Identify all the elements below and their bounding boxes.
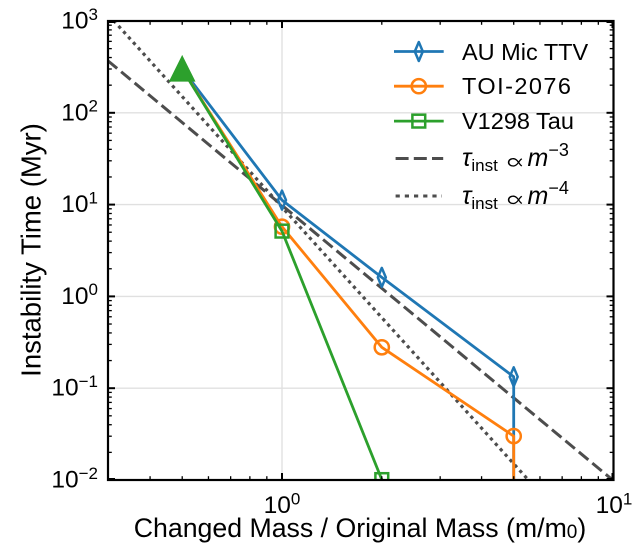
svg-text:AU Mic TTV: AU Mic TTV	[462, 39, 589, 65]
svg-text:Instability Time (Myr): Instability Time (Myr)	[16, 123, 47, 377]
svg-text:TOI-2076: TOI-2076	[462, 73, 572, 99]
svg-text:10−1: 10−1	[51, 372, 98, 402]
svg-text:m−4: m−4	[528, 178, 569, 210]
svg-text:τinst: τinst	[462, 182, 498, 213]
svg-text:Changed Mass / Original Mass (: Changed Mass / Original Mass (m/m0)	[134, 513, 587, 543]
svg-text:V1298 Tau: V1298 Tau	[462, 108, 574, 134]
svg-text:τinst: τinst	[462, 144, 498, 175]
svg-text:m−3: m−3	[528, 140, 569, 172]
